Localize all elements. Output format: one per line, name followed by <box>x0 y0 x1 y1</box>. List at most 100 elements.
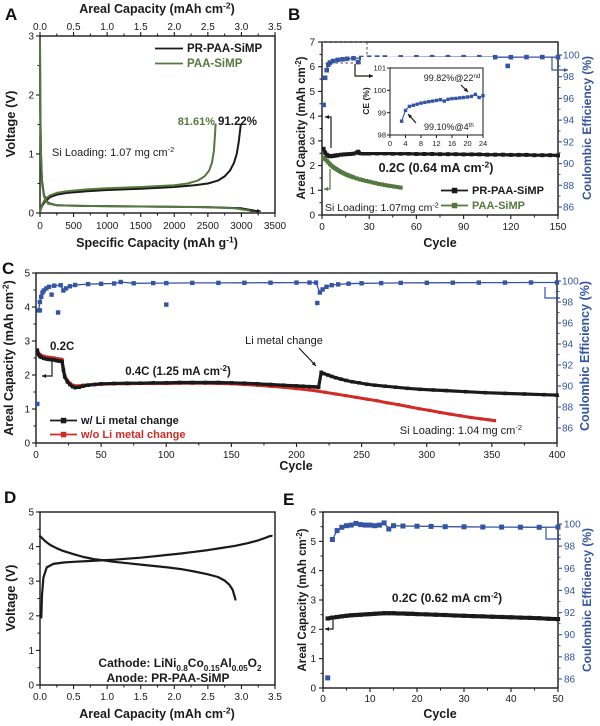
y-tick-label: 5 <box>24 269 30 280</box>
x-top-tick-label: 1.0 <box>100 22 114 33</box>
data-point <box>364 178 369 183</box>
x-tick-label: 1.5 <box>134 692 148 703</box>
x-tick-label: 150 <box>223 450 240 461</box>
data-point <box>396 611 401 616</box>
data-point <box>190 380 195 385</box>
arrow-head <box>556 296 560 300</box>
arrow-head <box>325 115 329 119</box>
data-point <box>322 371 326 376</box>
annotation-arrow <box>324 169 331 190</box>
x-tick-label: 150 <box>550 222 567 233</box>
x-tick-label: 2.5 <box>201 692 215 703</box>
data-point <box>345 152 350 157</box>
data-point <box>342 152 346 157</box>
annotation: 81.61% <box>178 116 216 128</box>
data-point <box>336 282 341 287</box>
data-point <box>307 280 312 285</box>
data-point <box>376 522 382 528</box>
panel-d-chart: 0.0 0.5 1.0 1.5 2.0 2.5 3.0 3.5 Areal Capacity (… <box>3 508 282 722</box>
y-tick-label: 3 <box>28 577 34 588</box>
data-point <box>382 611 387 616</box>
data-point <box>445 152 450 157</box>
ce-tick-label: 90 <box>562 382 574 393</box>
y-axis-left: 0 1 2 3 4 5 <box>24 269 36 450</box>
data-point <box>372 611 377 616</box>
data-point <box>444 388 449 393</box>
series-coulombic-efficiency-outliers <box>35 292 320 407</box>
series-line <box>39 123 217 213</box>
data-point <box>393 385 398 389</box>
data-point <box>44 286 49 291</box>
ce-tick-label: 86 <box>562 424 574 435</box>
data-point <box>334 392 338 396</box>
data-point <box>203 380 208 385</box>
data-point <box>321 146 326 151</box>
legend-label: PAA-SiMP <box>472 200 525 212</box>
data-point <box>532 153 537 158</box>
data-point <box>353 612 358 618</box>
ce-tick-label: 100 <box>563 51 580 62</box>
data-point <box>334 528 340 534</box>
data-point <box>373 181 378 186</box>
data-point <box>268 382 273 387</box>
data-point <box>329 374 334 379</box>
data-point <box>344 613 349 618</box>
data-point <box>424 612 429 617</box>
x-tick-label: 120 <box>502 222 519 233</box>
data-point <box>349 613 354 618</box>
x-tick-label: 200 <box>288 450 305 461</box>
y-tick-label: 5 <box>309 87 315 98</box>
x-tick-label: 0.5 <box>67 692 81 703</box>
data-point <box>357 177 362 182</box>
ce-tick-label: 92 <box>562 361 574 372</box>
x-tick-label: 3500 <box>264 221 287 232</box>
x-tick-label: 90 <box>458 222 470 233</box>
data-point <box>346 281 351 286</box>
data-point <box>301 384 305 388</box>
panel-letter-b: B <box>288 5 301 24</box>
annotation: Li metal change <box>245 335 323 347</box>
series-line <box>38 535 237 601</box>
data-point <box>151 381 155 385</box>
data-point <box>540 54 545 60</box>
data-point <box>338 152 343 157</box>
data-point <box>315 389 319 393</box>
data-point <box>382 183 387 188</box>
data-point <box>367 179 372 184</box>
data-point <box>372 523 378 529</box>
data-point <box>360 178 365 183</box>
annotation: 0.2C <box>50 341 74 353</box>
y-tick-label: 5 <box>28 508 34 519</box>
y-tick-label: 3 <box>24 337 30 348</box>
data-point <box>164 381 168 385</box>
data-point <box>386 526 392 532</box>
x-tick-label: 0 <box>33 450 39 461</box>
inset-x-tick: 20 <box>463 139 471 148</box>
x-tick-label: 1.0 <box>100 692 114 703</box>
data-point <box>403 108 408 113</box>
data-point <box>442 99 446 103</box>
data-point <box>556 153 560 158</box>
data-point <box>405 611 410 616</box>
data-point <box>461 524 467 530</box>
data-point <box>454 96 458 101</box>
data-point <box>339 524 345 530</box>
data-point <box>92 382 97 387</box>
arrow-head <box>369 74 373 78</box>
data-point <box>39 294 44 299</box>
x-top-tick-label: 2.5 <box>201 22 215 33</box>
data-point <box>322 75 328 81</box>
data-point <box>42 356 46 361</box>
data-point <box>339 377 343 381</box>
y-tick-label: 1 <box>309 186 315 197</box>
data-point <box>340 57 345 62</box>
data-point <box>414 523 420 529</box>
data-point <box>344 523 349 529</box>
data-point <box>423 100 427 105</box>
y-axis-label: Voltage (V) <box>3 565 18 632</box>
data-point <box>57 359 62 363</box>
data-point <box>492 419 497 423</box>
data-point <box>138 381 142 385</box>
data-point <box>461 95 466 100</box>
x-tick-label: 0 <box>319 222 325 233</box>
